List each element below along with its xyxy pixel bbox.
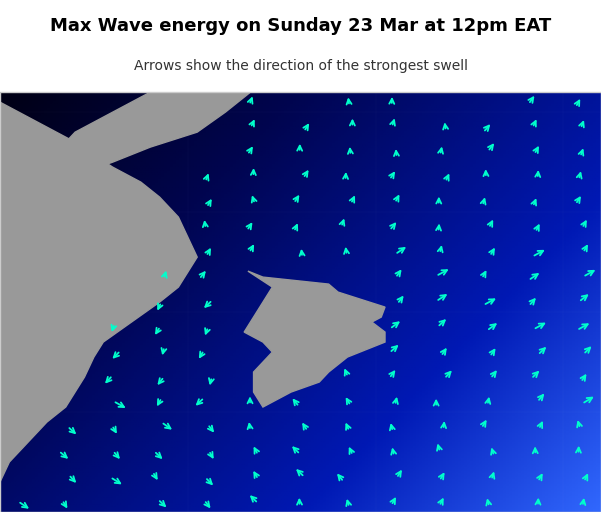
Text: Max Wave energy on Sunday 23 Mar at 12pm EAT: Max Wave energy on Sunday 23 Mar at 12pm… (50, 17, 551, 35)
Polygon shape (244, 271, 385, 407)
Polygon shape (0, 102, 197, 512)
Polygon shape (56, 37, 404, 172)
Text: Arrows show the direction of the strongest swell: Arrows show the direction of the stronge… (133, 59, 468, 73)
